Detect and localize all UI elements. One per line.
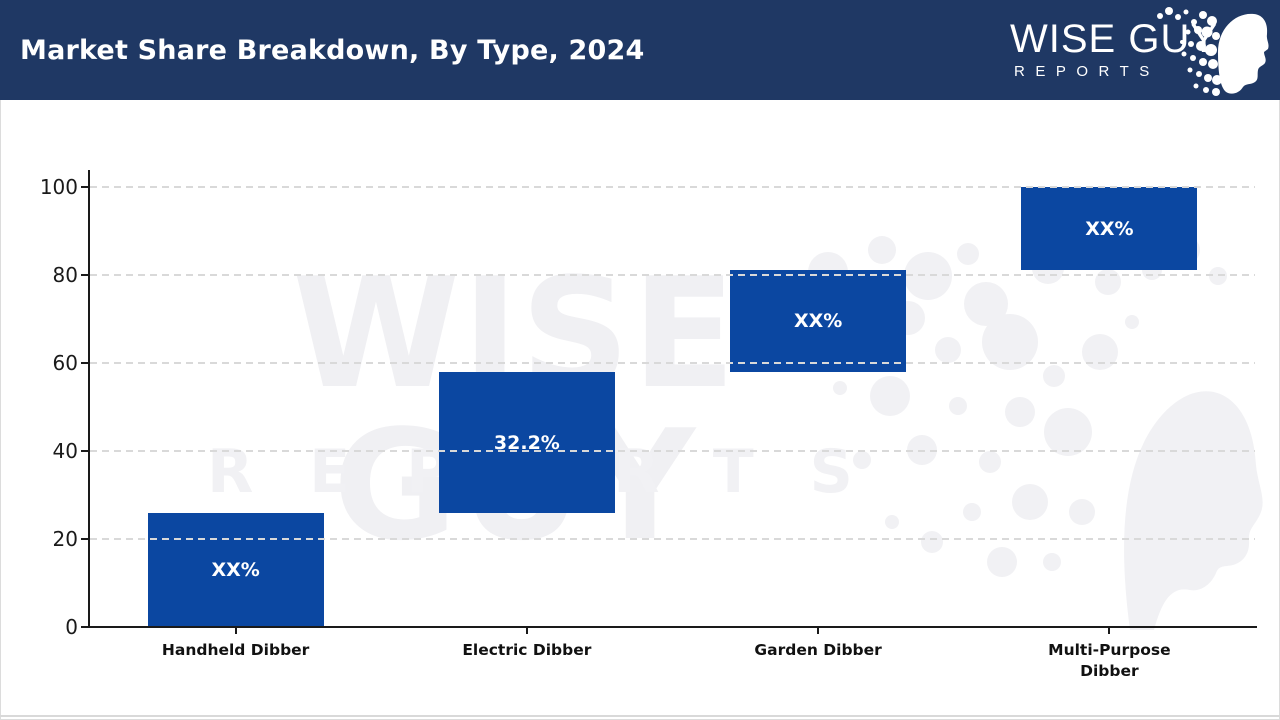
bar-segment: XX%: [147, 513, 324, 627]
y-tick-label: 100: [39, 175, 78, 199]
x-category-label: Multi-Purpose Dibber: [1048, 641, 1171, 680]
y-tick-mark: [81, 626, 89, 628]
logo-tagline: REPORTS: [1014, 63, 1160, 80]
y-tick-mark: [81, 274, 89, 276]
y-tick-mark: [81, 186, 89, 188]
y-tick-label: 0: [65, 615, 78, 639]
bar-segment: XX%: [730, 270, 907, 372]
bar-value-label: XX%: [211, 559, 260, 582]
gridline: [90, 186, 1255, 188]
logo-head-icon: [1157, 7, 1269, 96]
x-tick-mark: [1108, 628, 1111, 634]
page-title: Market Share Breakdown, By Type, 2024: [20, 34, 645, 66]
gridline: [90, 450, 1255, 452]
y-tick-mark: [81, 538, 89, 540]
gridline: [90, 538, 1255, 540]
gridline: [90, 274, 1255, 276]
x-tick-mark: [234, 628, 237, 634]
footer-divider: [0, 715, 1280, 717]
x-tick-mark: [525, 628, 528, 634]
x-axis-line: [88, 626, 1257, 628]
y-tick-label: 20: [52, 527, 78, 551]
x-category-label: Garden Dibber: [754, 641, 882, 659]
y-tick-mark: [81, 450, 89, 452]
x-category-label: Handheld Dibber: [161, 641, 310, 659]
bar-value-label: 32.2%: [493, 431, 560, 454]
x-category-label: Electric Dibber: [462, 641, 592, 659]
bar-segment: XX%: [1021, 187, 1198, 271]
y-tick-label: 60: [52, 351, 78, 375]
x-tick-mark: [817, 628, 820, 634]
wiseguy-logo: WISE GUY REPORTS: [1010, 7, 1269, 96]
y-tick-label: 80: [52, 263, 78, 287]
bar-segment: 32.2%: [438, 371, 615, 514]
header-bar: Market Share Breakdown, By Type, 2024 WI…: [0, 0, 1280, 100]
gridline: [90, 362, 1255, 364]
y-axis-line: [88, 170, 90, 627]
y-tick-label: 40: [52, 439, 78, 463]
bar-value-label: XX%: [1085, 217, 1134, 240]
y-tick-mark: [81, 362, 89, 364]
bar-value-label: XX%: [793, 309, 843, 332]
